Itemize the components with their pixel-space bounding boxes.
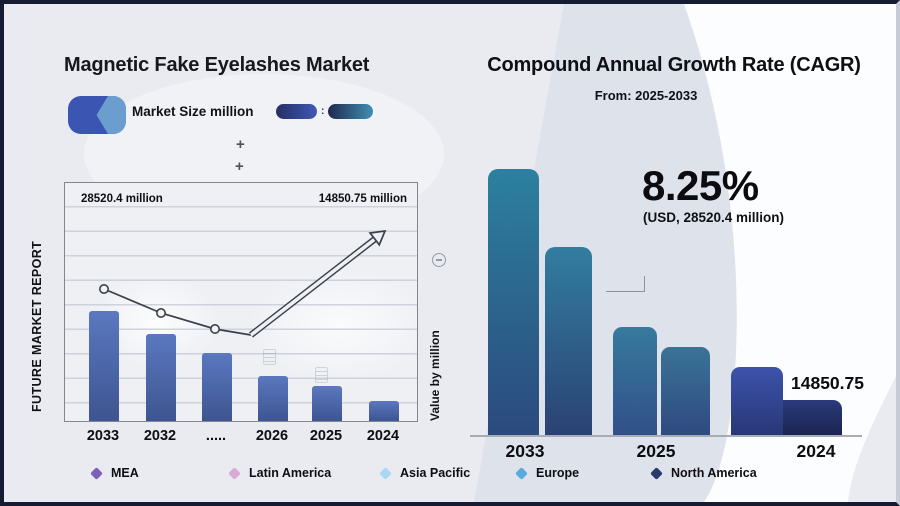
left-chart-bar-2032 [146,334,176,421]
legend-item-latin-america: Latin America [228,466,332,480]
cagr-detail: (USD, 28520.4 million) [643,210,785,225]
legend-label: Europe [536,466,580,480]
legend-diamond-icon [228,466,241,480]
right-chart-bar-4 [731,367,783,435]
plus-icon: + [235,158,244,175]
legend-diamond-icon [650,466,663,480]
scale-pills: : [276,104,374,119]
left-axis-tick-2033: 2033 [86,428,120,444]
annotation-start: 28520.4 million [81,193,163,205]
page-title-left: Magnetic Fake Eyelashes Market [64,54,370,76]
legend: MEA Latin America Asia Pacific Europe North … [4,466,896,490]
legend-item-north-america: North America [650,466,757,480]
left-chart-bar-2026 [258,376,288,421]
annotation-end: 14850.75 million [318,193,407,205]
legend-diamond-icon [90,466,103,480]
right-axis-tick-2024: 2024 [796,441,836,461]
legend-label: North America [671,466,757,480]
right-axis-labels: 2033 2025 2024 [4,4,896,502]
right-axis-line [470,435,862,437]
left-chart-bar-2024 [369,401,399,421]
bracket-decoration [606,276,645,292]
legend-label: Asia Pacific [400,466,471,480]
right-chart-bars [4,4,896,502]
market-size-label: Market Size million [132,104,254,119]
market-size-icon [68,96,126,134]
pill-icon-left [276,104,317,119]
legend-diamond-icon [515,466,528,480]
left-axis-tick-2025: 2025 [309,428,343,444]
left-axis-tick-.....: ..... [205,428,227,444]
right-axis-tick-2033: 2033 [505,441,545,461]
left-axis-tick-2024: 2024 [366,428,400,444]
right-chart-bar-3 [661,347,710,435]
trend-line-arrow [98,229,387,338]
left-chart-bar-2033 [89,311,119,421]
left-axis-tick-2032: 2032 [143,428,177,444]
page-title-right: Compound Annual Growth Rate (CAGR) [487,54,861,76]
left-chart-bars [65,183,417,421]
plus-icon: + [236,136,245,153]
document-icon [263,349,276,365]
legend-item-asia-pacific: Asia Pacific [379,466,471,480]
legend-diamond-icon [379,466,392,480]
minus-circle-icon [432,253,446,267]
right-chart-bar-2 [613,327,657,435]
legend-item-mea: MEA [90,466,139,480]
legend-item-europe: Europe [515,466,580,480]
left-chart-bar-..... [202,353,232,421]
stage: Magnetic Fake Eyelashes Market Market Si… [4,4,896,502]
cagr-value: 8.25% [642,162,759,209]
right-axis-tick-2025: 2025 [636,441,676,461]
value-data-label: 14850.75 [791,373,864,393]
page-subtitle: From: 2025-2033 [594,88,698,103]
right-chart-bar-5 [783,400,842,435]
left-chart-bar-2025 [312,386,342,421]
document-icon [315,367,328,383]
right-chart-bar-0 [488,169,539,435]
legend-label: MEA [111,466,139,480]
left-chart-panel: 28520.4 million 14850.75 million [64,182,418,422]
pill-icon-right [328,104,374,119]
left-axis-labels: 2033 2032..... 2026 2025 2024 [64,428,418,448]
right-chart-bar-1 [545,247,592,435]
pill-separator: : [321,106,325,117]
left-axis-tick-2026: 2026 [255,428,289,444]
legend-label: Latin America [249,466,332,480]
